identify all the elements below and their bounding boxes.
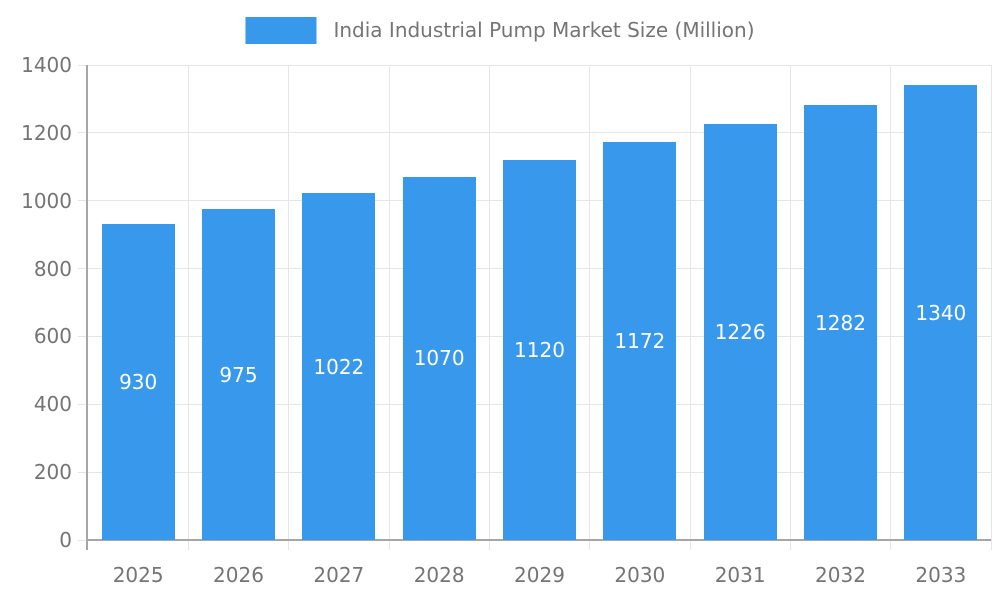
bar-value-label: 1226 [714,320,766,345]
bar-value-label: 1022 [313,354,365,379]
x-tick-label: 2026 [213,563,264,587]
bar-value-label: 1120 [514,338,565,362]
bar-2027[interactable] [302,193,376,540]
x-tick [689,540,691,550]
x-gridline [890,65,892,540]
bar-value-label: 1282 [815,310,866,335]
x-gridline [488,65,490,540]
bar-2031[interactable] [703,124,777,540]
y-tick [78,403,88,405]
x-tick [589,540,591,550]
x-tick [388,540,390,550]
x-tick-label: 2028 [413,563,465,587]
bar-value-label: 1340 [915,300,967,325]
y-tick [78,268,88,270]
y-tick [78,539,88,541]
y-axis-line [86,65,88,550]
y-tick [78,132,88,134]
bar-value-label: 930 [119,370,158,395]
x-tick [288,540,290,550]
y-tick-label: 600 [33,324,72,349]
y-tick-label: 1400 [21,53,72,77]
x-tick [187,540,189,550]
legend[interactable]: India Industrial Pump Market Size (Milli… [245,17,755,44]
x-tick [990,540,992,550]
bar-2033[interactable] [904,85,978,540]
y-tick-label: 400 [33,392,72,417]
x-tick-label: 2032 [815,563,866,587]
x-tick [789,540,791,550]
x-tick-label: 2033 [915,563,967,587]
legend-label: India Industrial Pump Market Size (Milli… [333,18,755,42]
x-tick-label: 2031 [714,563,766,587]
bar-2032[interactable] [804,105,877,540]
bar-value-label: 975 [219,362,258,387]
x-gridline [187,65,189,540]
x-gridline [388,65,390,540]
y-tick [78,64,88,66]
x-gridline [589,65,591,540]
x-gridline [689,65,691,540]
bar-2029[interactable] [503,160,576,540]
y-tick [78,471,88,473]
bar-2030[interactable] [603,142,677,540]
x-tick-label: 2029 [514,563,565,587]
y-tick [78,335,88,337]
x-tick [890,540,892,550]
bar-value-label: 1172 [614,329,666,354]
x-gridline [288,65,290,540]
y-tick [78,200,88,202]
bar-value-label: 1070 [413,346,465,371]
x-tick-label: 2025 [112,563,164,587]
x-tick [488,540,490,550]
y-tick-label: 800 [33,256,72,281]
bar-2028[interactable] [402,176,476,540]
y-gridline [88,132,991,134]
y-tick-label: 1000 [21,188,72,213]
x-gridline [789,65,791,540]
bar-2026[interactable] [202,209,275,540]
x-gridline [990,65,992,540]
y-tick-label: 0 [59,528,72,552]
x-axis-line [88,539,991,541]
x-tick-label: 2027 [313,563,365,587]
y-gridline [88,64,991,66]
x-tick-label: 2030 [614,563,666,587]
legend-swatch [245,17,317,44]
y-tick-label: 1200 [21,120,72,145]
y-tick-label: 200 [33,460,72,485]
bar-2025[interactable] [101,224,175,540]
